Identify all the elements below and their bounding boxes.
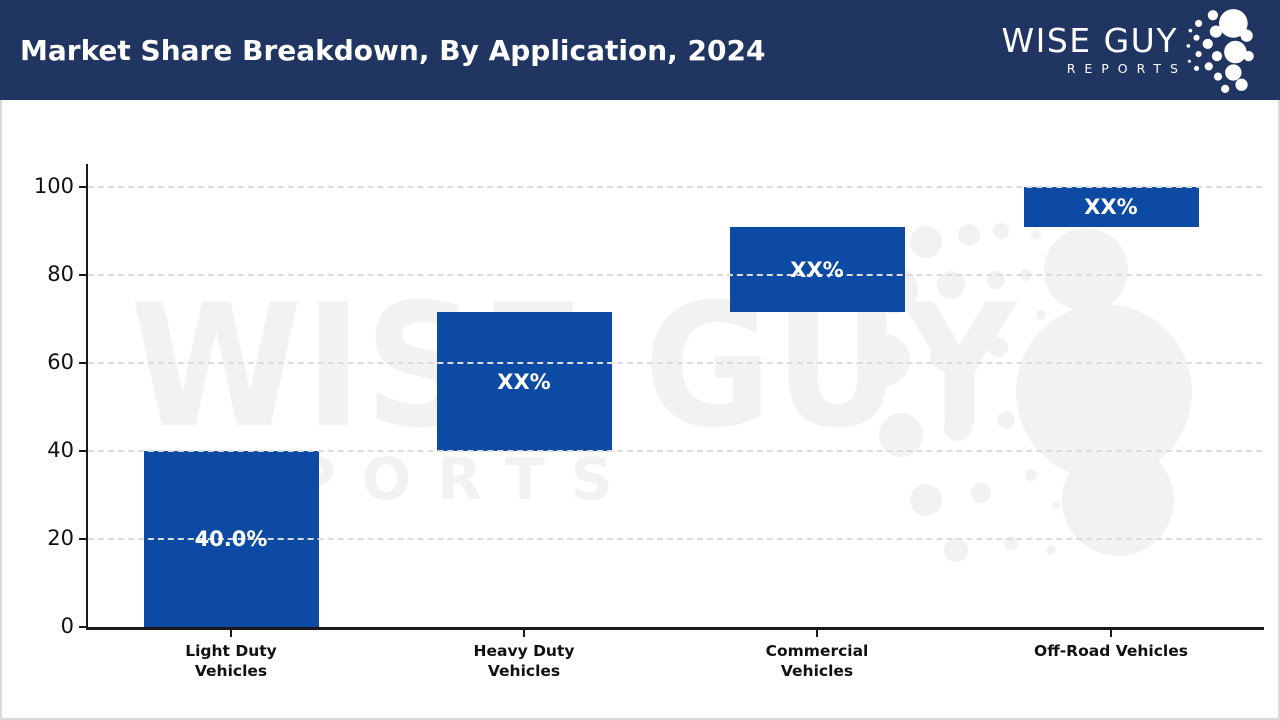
- gridline-20: [88, 538, 1262, 540]
- bar-value-label: XX%: [1084, 194, 1138, 219]
- x-tick-mark: [523, 630, 525, 637]
- y-tick-mark: [79, 538, 87, 540]
- category-label: Commercial Vehicles: [765, 642, 869, 681]
- gridline-60: [88, 362, 1262, 364]
- y-tick-mark: [79, 362, 87, 364]
- x-tick-mark: [230, 630, 232, 637]
- y-tick-label: 40: [47, 438, 74, 462]
- wise-guy-logo: WISE GUY REPORTS: [1001, 5, 1254, 95]
- page-border-bottom: [0, 718, 1280, 720]
- bar-value-label: 40.0%: [194, 527, 268, 551]
- y-tick-mark: [79, 274, 87, 276]
- category-label: Off-Road Vehicles: [1034, 642, 1188, 660]
- waterfall-bar: [1023, 187, 1199, 227]
- gridline-40: [88, 450, 1262, 452]
- header-bar: Market Share Breakdown, By Application, …: [0, 0, 1280, 100]
- y-tick-mark: [79, 450, 87, 452]
- y-tick-mark: [79, 186, 87, 188]
- y-tick-label: 20: [47, 526, 74, 550]
- page-title: Market Share Breakdown, By Application, …: [20, 33, 766, 67]
- bar-value-label: XX%: [790, 257, 844, 282]
- logo-subtitle: REPORTS: [1066, 61, 1187, 76]
- y-tick-label: 60: [47, 350, 74, 374]
- gridline-80: [88, 274, 1262, 276]
- gridline-100: [88, 186, 1262, 188]
- logo-wordmark: WISE GUY: [1001, 21, 1178, 60]
- category-label: Light Duty Vehicles: [185, 642, 277, 681]
- y-tick-mark: [79, 626, 87, 628]
- bar-value-label: XX%: [497, 369, 551, 394]
- logo-text: WISE GUY REPORTS: [1001, 24, 1178, 76]
- waterfall-bar: [436, 312, 612, 451]
- page-border-left: [0, 100, 2, 720]
- y-tick-label: 80: [47, 262, 74, 286]
- y-tick-label: 0: [60, 614, 74, 638]
- y-axis-line: [86, 164, 88, 630]
- category-label: Heavy Duty Vehicles: [473, 642, 575, 681]
- page-border-right: [1278, 100, 1280, 720]
- logo-face-icon: [1186, 9, 1254, 93]
- x-axis-line: [86, 627, 1264, 630]
- x-tick-mark: [1110, 630, 1112, 637]
- y-tick-label: 100: [33, 174, 74, 198]
- waterfall-bar: [729, 226, 905, 313]
- x-tick-mark: [816, 630, 818, 637]
